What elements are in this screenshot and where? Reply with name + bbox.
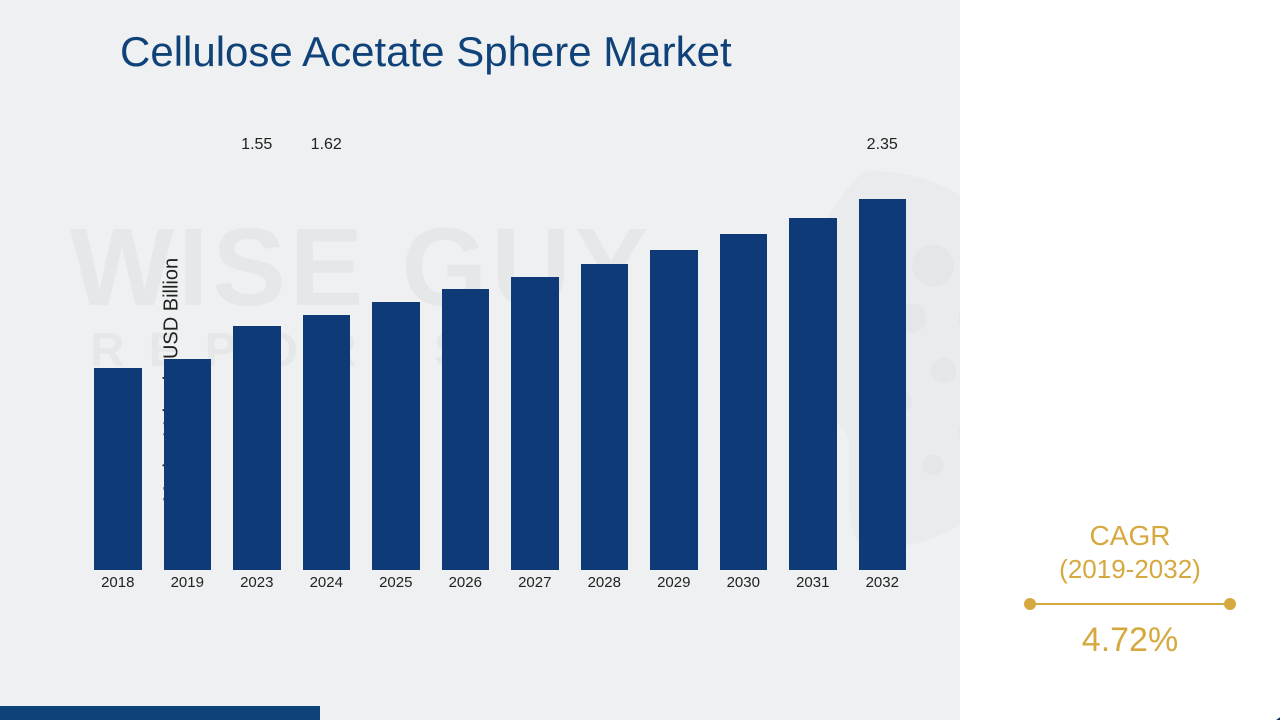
bar xyxy=(303,315,351,570)
x-tick-label: 2028 xyxy=(581,574,629,600)
cagr-label: CAGR xyxy=(980,520,1280,552)
x-tick-label: 2019 xyxy=(164,574,212,600)
bar xyxy=(511,277,559,570)
x-tick-label: 2027 xyxy=(511,574,559,600)
bar xyxy=(650,250,698,570)
chart-title: Cellulose Acetate Sphere Market xyxy=(120,28,732,76)
x-tick-label: 2030 xyxy=(720,574,768,600)
bar-group xyxy=(789,160,837,570)
bar-group xyxy=(164,160,212,570)
bar-group: 1.62 xyxy=(303,160,351,570)
brand-line1: WISE GUY xyxy=(1031,18,1258,78)
bar-group xyxy=(581,160,629,570)
bar-group xyxy=(650,160,698,570)
bar xyxy=(164,359,212,570)
cagr-value: 4.72% xyxy=(980,621,1280,660)
bar-group xyxy=(372,160,420,570)
bar xyxy=(789,218,837,570)
brand-word-2: GUY xyxy=(1121,30,1192,67)
bar-group xyxy=(94,160,142,570)
x-tick-label: 2024 xyxy=(303,574,351,600)
x-tick-label: 2018 xyxy=(94,574,142,600)
bar xyxy=(581,264,629,570)
x-axis-labels: 2018 2019 2023 2024 2025 2026 2027 2028 2029 2030… xyxy=(90,574,910,600)
bar xyxy=(442,289,490,570)
chart-area: Market Value in USD Billion 1.551.622.35… xyxy=(60,160,910,600)
brand-line2: REPORTS xyxy=(1031,76,1258,97)
x-tick-label: 2025 xyxy=(372,574,420,600)
bar xyxy=(233,326,281,570)
bar-value-label: 1.62 xyxy=(311,136,342,154)
x-tick-label: 2029 xyxy=(650,574,698,600)
bar xyxy=(372,302,420,570)
bar xyxy=(859,199,907,570)
brain-head-icon xyxy=(1198,18,1258,78)
cagr-divider xyxy=(1030,603,1230,605)
bar-group xyxy=(720,160,768,570)
footer-strip xyxy=(0,706,320,720)
page-root: WISE GUY REPORTS WISE GUY xyxy=(0,0,1280,720)
x-tick-label: 2031 xyxy=(789,574,837,600)
cagr-period: (2019-2032) xyxy=(980,554,1280,585)
chart-plot: 1.55 1.62 2.35 xyxy=(90,160,910,570)
bar-group: 2.35 xyxy=(859,160,907,570)
bar xyxy=(94,368,142,570)
bar xyxy=(720,234,768,570)
x-tick-label: 2023 xyxy=(233,574,281,600)
bar-group xyxy=(442,160,490,570)
brand-logo: WISE GUY REPORTS xyxy=(1031,18,1258,97)
x-tick-label: 2032 xyxy=(859,574,907,600)
bar-group: 1.55 xyxy=(233,160,281,570)
bar-value-label: 1.55 xyxy=(241,136,272,154)
bar-value-label: 2.35 xyxy=(867,136,898,154)
brand-word-1: WISE xyxy=(1031,30,1115,67)
cagr-block: CAGR (2019-2032) 4.72% xyxy=(980,520,1280,660)
bar-group xyxy=(511,160,559,570)
x-tick-label: 2026 xyxy=(442,574,490,600)
